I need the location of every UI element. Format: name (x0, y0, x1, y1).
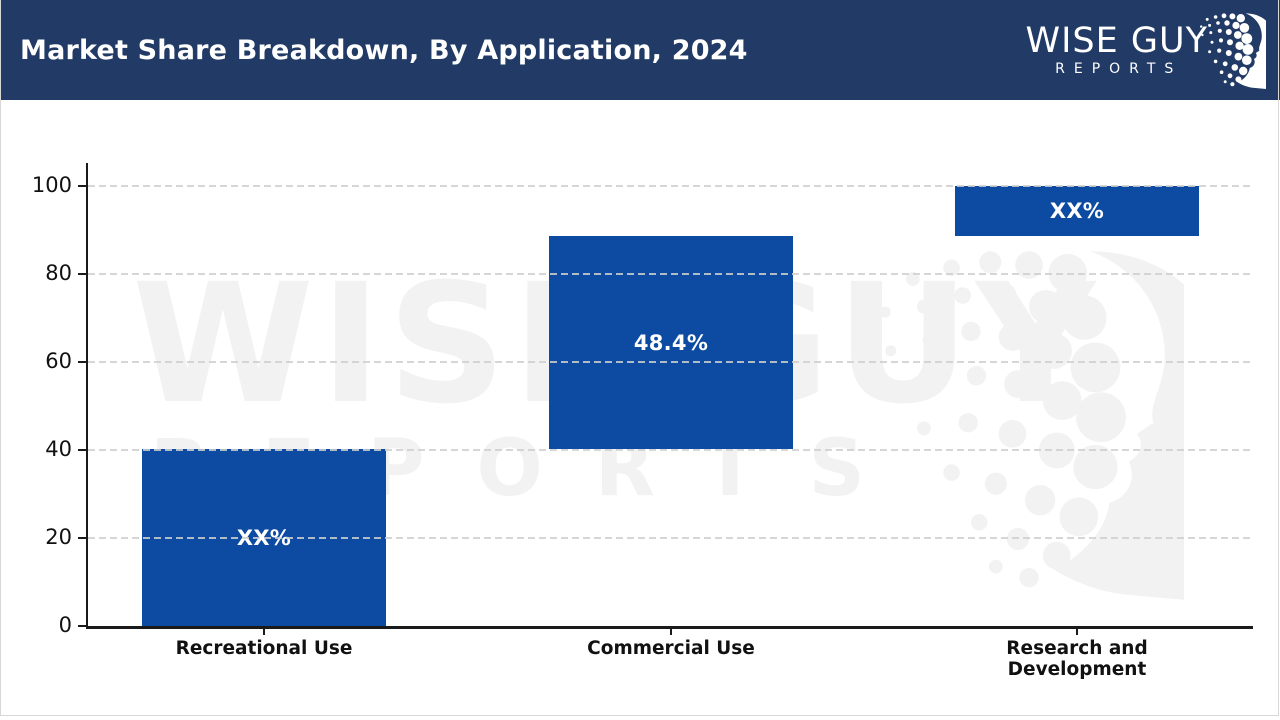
x-tick (1076, 627, 1078, 635)
logo-text: WISE GUY REPORTS (1025, 20, 1208, 78)
y-tick-label: 60 (45, 349, 72, 373)
y-tick (78, 273, 86, 275)
gridline (88, 361, 1253, 363)
y-tick (78, 361, 86, 363)
bar: XX% (955, 186, 1199, 237)
x-tick (670, 627, 672, 635)
y-tick-label: 100 (31, 173, 72, 197)
wiseguy-logo: WISE GUY REPORTS (1025, 11, 1280, 89)
x-axis-spine (86, 626, 1253, 629)
x-tick-label: Research and Development (1006, 638, 1148, 681)
gridline (88, 537, 1253, 539)
logo-subtitle: REPORTS (1055, 61, 1183, 78)
bar-value-label: 48.4% (633, 330, 709, 355)
y-tick-label: 80 (45, 261, 72, 285)
wiseguy-face-icon (1200, 13, 1266, 89)
y-tick-label: 0 (58, 613, 72, 637)
gridline (88, 185, 1253, 187)
bar: 48.4% (549, 236, 793, 450)
y-tick (78, 449, 86, 451)
x-tick-label: Recreational Use (175, 638, 353, 659)
plot-area: 0 20 40 60 80 100 XX% 48.4% XX% Recreational Use C… (0, 100, 1280, 716)
x-tick (263, 627, 265, 635)
y-tick (78, 537, 86, 539)
logo-wordmark: WISE GUY (1025, 20, 1208, 61)
y-tick (78, 185, 86, 187)
header-bar: Market Share Breakdown, By Application, … (0, 0, 1280, 100)
y-tick-label: 20 (45, 525, 72, 549)
gridline (88, 449, 1253, 451)
gridline (88, 273, 1253, 275)
x-tick-label: Commercial Use (587, 638, 755, 659)
bar-value-label: XX% (1049, 199, 1105, 224)
page-title: Market Share Breakdown, By Application, … (20, 34, 748, 66)
y-axis-spine (86, 163, 88, 628)
y-tick (78, 625, 86, 627)
y-tick-label: 40 (45, 437, 72, 461)
